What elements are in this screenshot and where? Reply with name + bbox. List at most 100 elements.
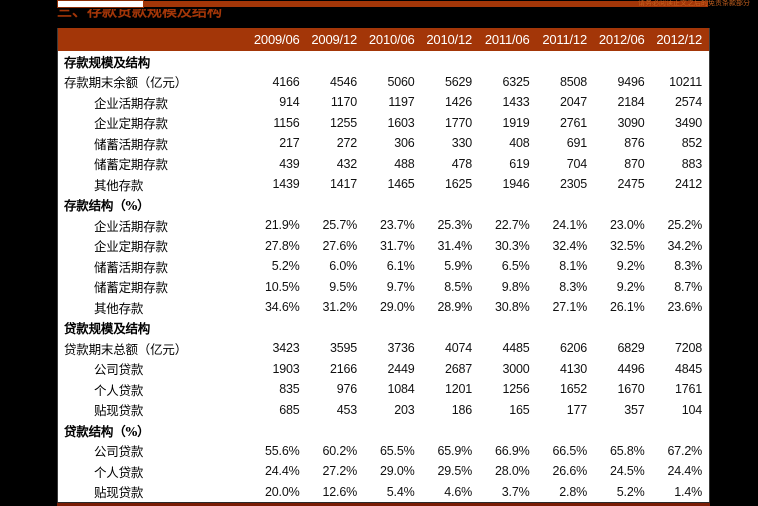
cell-value: 4166 — [272, 74, 300, 89]
table-row: 个人贷款 24.4% 27.2% 29.0% 29.5% 28.0% 26.6% 24.5% 2… — [58, 461, 709, 482]
cell-value: 1156 — [273, 115, 300, 130]
cell-value: 3090 — [617, 115, 645, 130]
cell-value — [652, 420, 710, 441]
row-label: 公司贷款 — [94, 444, 144, 460]
cell-value: 34.6% — [265, 300, 300, 315]
cell-value — [594, 420, 652, 441]
cell-value: 9.5% — [329, 279, 357, 294]
cell-value — [249, 318, 307, 339]
cell-value: 6829 — [617, 341, 645, 356]
cell-value: 4485 — [502, 341, 530, 356]
cell-value: 165 — [509, 402, 530, 417]
cell-value: 104 — [681, 402, 702, 417]
cell-value: 7208 — [674, 341, 702, 356]
cell-value: 4496 — [617, 361, 645, 376]
cell-value: 357 — [624, 402, 645, 417]
cell-value: 883 — [681, 156, 702, 171]
cell-value: 10.5% — [265, 279, 300, 294]
cell-value: 272 — [336, 136, 357, 151]
cell-value: 217 — [279, 136, 300, 151]
row-label: 其他存款 — [94, 177, 144, 193]
cell-value: 835 — [279, 382, 300, 397]
cell-value: 1761 — [674, 382, 702, 397]
cell-value: 3490 — [674, 115, 702, 130]
cell-value — [479, 420, 537, 441]
cell-value: 23.7% — [380, 218, 415, 233]
cell-value: 1197 — [388, 95, 415, 110]
deposit-loan-table: 2009/06 2009/12 2010/06 2010/12 2011/06 2011/… — [58, 28, 709, 502]
cell-value: 29.5% — [437, 464, 473, 479]
row-label: 其他存款 — [94, 300, 144, 316]
cell-value: 30.3% — [495, 238, 530, 253]
table-row: 企业定期存款 1156 1255 1603 1770 1919 2761 3090 3490 — [58, 113, 709, 134]
cell-value — [364, 195, 422, 216]
cell-value — [422, 318, 480, 339]
cell-value — [537, 51, 595, 72]
cell-value — [537, 318, 595, 339]
cell-value: 2412 — [674, 177, 702, 192]
cell-value: 330 — [451, 136, 472, 151]
column-header-2011-12: 2011/12 — [536, 28, 594, 51]
cell-value: 8.3% — [674, 259, 702, 274]
cell-value: 28.0% — [495, 464, 530, 479]
row-label: 企业定期存款 — [94, 239, 168, 255]
table-row: 企业定期存款 27.8% 27.6% 31.7% 31.4% 30.3% 32.4% 32.5… — [58, 236, 709, 257]
column-header-2011-06: 2011/06 — [479, 28, 537, 51]
table-row: 储蓄活期存款 217 272 306 330 408 691 876 852 — [58, 133, 709, 154]
cell-value: 704 — [566, 156, 587, 171]
table-row: 存款期末余额（亿元） 4166 4546 5060 5629 6325 8508 9496 10… — [58, 72, 709, 93]
cell-value: 914 — [279, 95, 300, 110]
cell-value: 1256 — [502, 382, 530, 397]
column-header-2009-06: 2009/06 — [249, 28, 307, 51]
cell-value: 306 — [394, 136, 415, 151]
cell-value: 5629 — [444, 74, 472, 89]
row-label: 存款规模及结构 — [64, 54, 151, 70]
cell-value: 8.3% — [559, 279, 587, 294]
row-label: 个人贷款 — [94, 464, 144, 480]
cell-value — [479, 51, 537, 72]
cell-value: 2.8% — [559, 484, 587, 499]
row-label: 贴现贷款 — [94, 403, 144, 419]
cell-value: 9.7% — [386, 279, 415, 294]
cell-value: 1603 — [387, 115, 415, 130]
banner-white-box — [57, 0, 144, 8]
cell-value: 4.6% — [444, 484, 472, 499]
table-row: 存款结构（%） — [58, 195, 709, 216]
cell-value — [594, 51, 652, 72]
cell-value: 6325 — [502, 74, 530, 89]
cell-value: 4845 — [674, 361, 702, 376]
cell-value: 30.8% — [495, 300, 530, 315]
cell-value — [307, 420, 365, 441]
cell-value: 4130 — [559, 361, 587, 376]
cell-value: 8.7% — [674, 279, 702, 294]
cell-value: 27.1% — [552, 300, 588, 315]
table-header-row: 2009/06 2009/12 2010/06 2010/12 2011/06 2011/… — [58, 28, 709, 51]
column-header-2010-06: 2010/06 — [364, 28, 422, 51]
cell-value: 3736 — [387, 341, 415, 356]
cell-value: 1426 — [444, 95, 472, 110]
row-label: 企业活期存款 — [94, 218, 168, 234]
cell-value — [307, 318, 365, 339]
row-label: 存款结构（%） — [64, 198, 150, 214]
cell-value — [422, 51, 480, 72]
cell-value — [249, 195, 307, 216]
cell-value: 65.8% — [610, 443, 645, 458]
table-bottom-rule — [57, 502, 710, 506]
cell-value: 3.7% — [501, 484, 530, 499]
cell-value — [652, 318, 710, 339]
cell-value: 27.8% — [265, 238, 300, 253]
cell-value: 5.2% — [616, 484, 645, 499]
cell-value: 876 — [624, 136, 645, 151]
column-header-2012-06: 2012/06 — [594, 28, 652, 51]
table-row: 贷款期末总额（亿元） 3423 3595 3736 4074 4485 6206 6829 72… — [58, 338, 709, 359]
cell-value: 6.0% — [329, 259, 357, 274]
cell-value: 685 — [279, 402, 300, 417]
row-label: 贴现贷款 — [94, 485, 144, 501]
cell-value: 432 — [336, 156, 357, 171]
cell-value: 2574 — [674, 95, 702, 110]
financial-table-container: 2009/06 2009/12 2010/06 2010/12 2011/06 2011/… — [57, 28, 710, 502]
table-row: 储蓄定期存款 439 432 488 478 619 704 870 883 — [58, 154, 709, 175]
cell-value: 24.4% — [265, 464, 300, 479]
cell-value: 5.9% — [444, 259, 472, 274]
cell-value: 1946 — [502, 177, 530, 192]
